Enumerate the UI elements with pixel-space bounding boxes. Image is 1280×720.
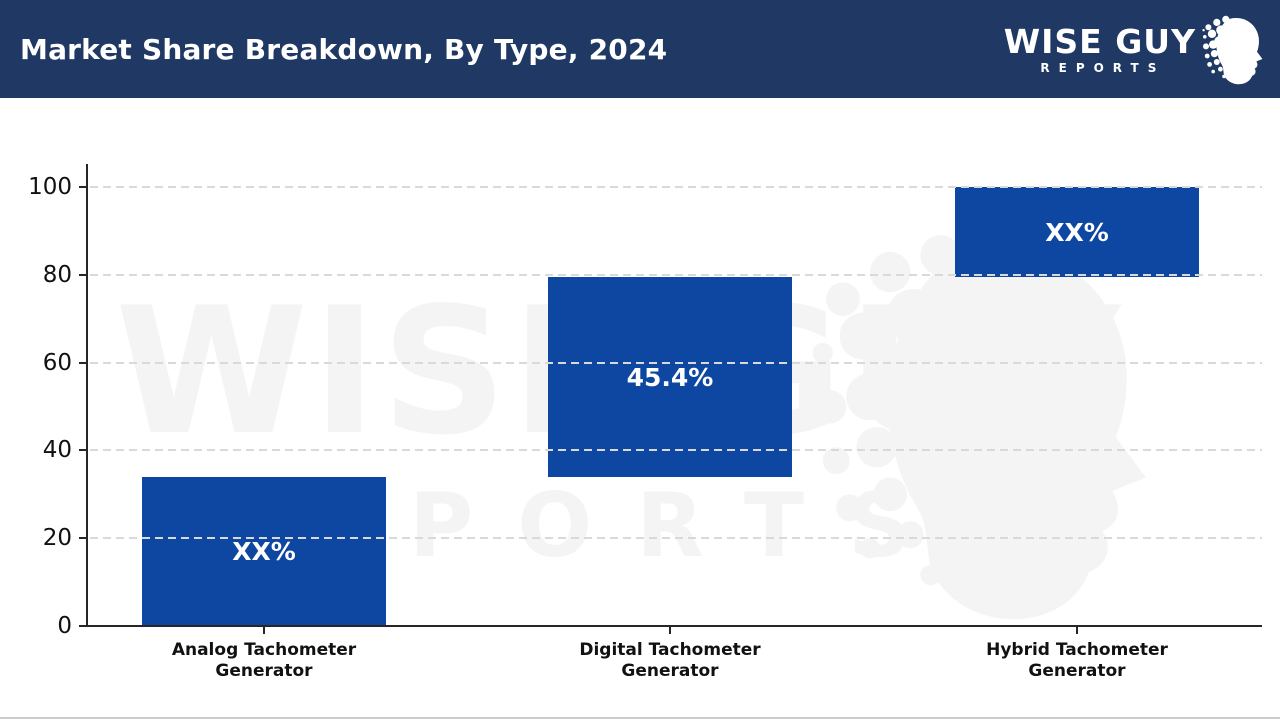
bar xyxy=(955,187,1199,278)
y-axis-tick-label: 0 xyxy=(57,613,72,639)
x-axis-tick xyxy=(263,627,265,634)
bar-value-label: 45.4% xyxy=(626,362,714,392)
grid-line xyxy=(90,537,1262,540)
y-axis-tick xyxy=(79,625,88,627)
y-axis-tick xyxy=(79,449,88,452)
watermark-face-icon xyxy=(795,225,1167,629)
y-axis-tick xyxy=(79,537,88,540)
y-axis-tick-label: 100 xyxy=(28,174,72,200)
x-axis-tick xyxy=(1076,627,1078,634)
y-axis-tick xyxy=(79,361,88,364)
grid-line xyxy=(90,449,1262,452)
y-axis-line xyxy=(86,164,88,627)
bar-value-label: XX% xyxy=(232,536,296,566)
y-axis-tick-label: 40 xyxy=(42,437,72,464)
bar xyxy=(142,476,386,626)
x-axis-line xyxy=(86,625,1262,627)
y-axis-tick xyxy=(79,273,88,276)
x-axis-tick xyxy=(669,627,671,634)
header: Market Share Breakdown, By Type, 2024 WI… xyxy=(0,0,1280,98)
bar xyxy=(548,277,792,477)
wiseguy-face-icon xyxy=(1200,12,1266,88)
y-axis-tick-label: 80 xyxy=(42,261,72,288)
grid-line xyxy=(90,361,1262,364)
x-category-label: Analog Tachometer Generator xyxy=(171,640,357,681)
y-axis-tick-label: 20 xyxy=(42,525,72,552)
page-title: Market Share Breakdown, By Type, 2024 xyxy=(20,32,668,66)
bottom-divider xyxy=(0,717,1280,719)
logo-wordmark: WISE GUY REPORTS xyxy=(1004,25,1196,75)
x-category-label: Hybrid Tachometer Generator xyxy=(986,640,1168,681)
grid-line xyxy=(90,273,1262,276)
y-axis-tick xyxy=(79,186,88,188)
x-category-label: Digital Tachometer Generator xyxy=(579,640,761,681)
grid-line xyxy=(90,186,1262,188)
bar-value-label: XX% xyxy=(1045,217,1109,247)
logo-wordmark-line2: REPORTS xyxy=(1040,60,1166,75)
y-axis-tick-label: 60 xyxy=(42,349,72,376)
brand-logo: WISE GUY REPORTS xyxy=(1004,8,1266,92)
logo-wordmark-line1: WISE GUY xyxy=(1003,22,1196,62)
